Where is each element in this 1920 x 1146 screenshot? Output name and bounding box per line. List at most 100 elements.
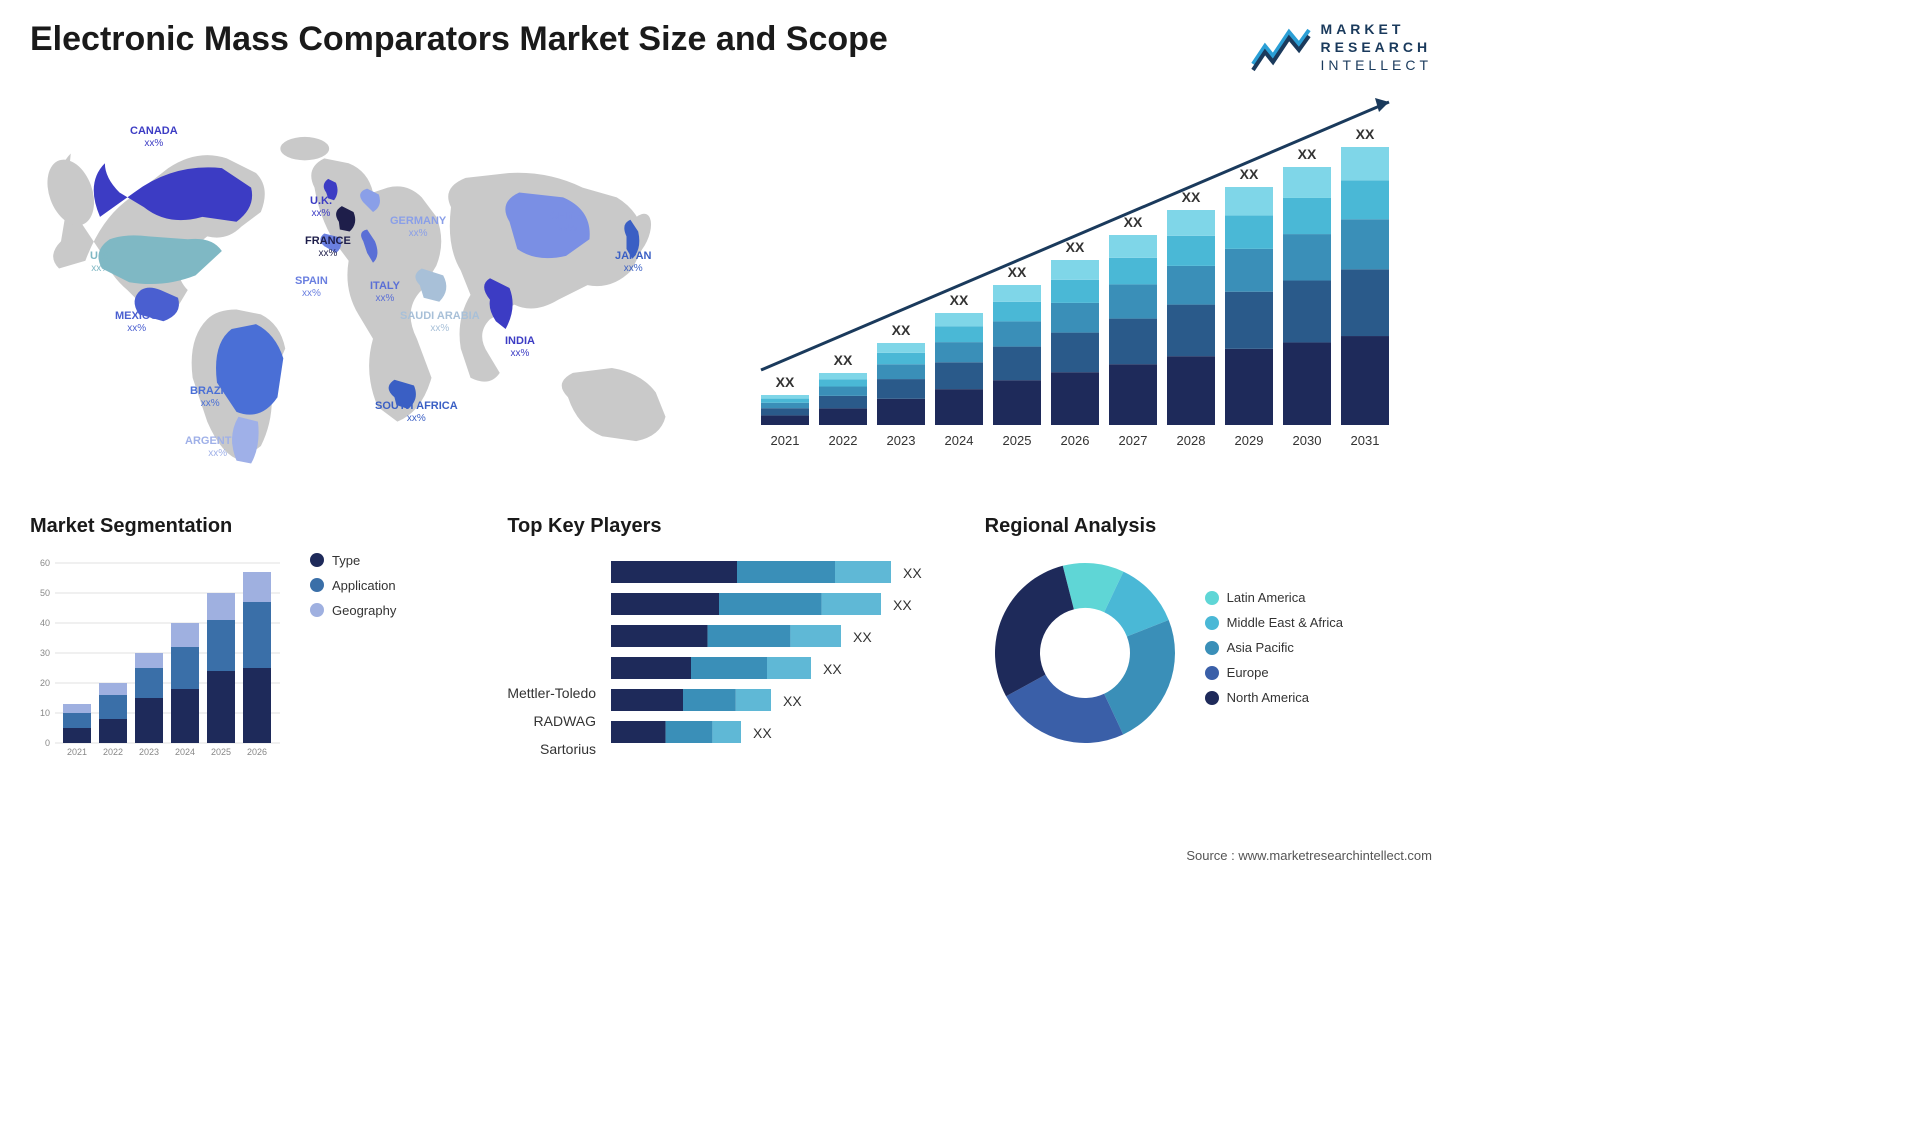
segmentation-legend: Type Application Geography: [310, 553, 396, 763]
svg-text:XX: XX: [823, 661, 842, 677]
legend-item: Application: [310, 578, 396, 593]
logo-icon: [1251, 22, 1311, 72]
bottom-row: Market Segmentation 01020304050602021202…: [30, 515, 1432, 763]
header: Electronic Mass Comparators Market Size …: [30, 20, 1432, 75]
svg-text:XX: XX: [1356, 126, 1375, 142]
svg-text:2022: 2022: [103, 747, 123, 757]
legend-label: Geography: [332, 603, 396, 618]
regional-section: Regional Analysis Latin America Middle Ea…: [985, 515, 1432, 763]
map-label: MEXICOxx%: [115, 310, 158, 335]
map-label: SOUTH AFRICAxx%: [375, 400, 458, 425]
legend-label: North America: [1227, 690, 1309, 705]
legend-swatch: [1205, 641, 1219, 655]
svg-text:2022: 2022: [829, 433, 858, 448]
svg-text:2028: 2028: [1177, 433, 1206, 448]
legend-item: North America: [1205, 690, 1343, 705]
map-label: ARGENTINAxx%: [185, 435, 250, 460]
map-label: SPAINxx%: [295, 275, 328, 300]
svg-text:2029: 2029: [1235, 433, 1264, 448]
svg-text:2026: 2026: [1061, 433, 1090, 448]
svg-text:XX: XX: [1124, 214, 1143, 230]
legend-swatch: [310, 578, 324, 592]
svg-text:60: 60: [40, 558, 50, 568]
players-title: Top Key Players: [507, 515, 954, 538]
svg-text:XX: XX: [892, 322, 911, 338]
logo-text: MARKET RESEARCH INTELLECT: [1321, 20, 1432, 75]
players-labels: Mettler-ToledoRADWAGSartorius: [507, 679, 596, 763]
svg-text:XX: XX: [753, 725, 772, 741]
svg-text:XX: XX: [1240, 166, 1259, 182]
map-label: U.K.xx%: [310, 195, 332, 220]
legend-label: Latin America: [1227, 590, 1306, 605]
svg-text:2024: 2024: [175, 747, 195, 757]
svg-text:XX: XX: [1298, 146, 1317, 162]
svg-text:2023: 2023: [887, 433, 916, 448]
svg-text:2026: 2026: [247, 747, 267, 757]
svg-text:2025: 2025: [1003, 433, 1032, 448]
svg-text:2023: 2023: [139, 747, 159, 757]
growth-chart: XX 2021 XX 2022 XX 2023 XX 2024 XX 2025 XX 2026 XX 20…: [746, 95, 1406, 465]
svg-text:XX: XX: [1008, 264, 1027, 280]
page-title: Electronic Mass Comparators Market Size …: [30, 20, 888, 59]
segmentation-title: Market Segmentation: [30, 515, 477, 538]
svg-text:2027: 2027: [1119, 433, 1148, 448]
legend-label: Asia Pacific: [1227, 640, 1294, 655]
svg-text:XX: XX: [776, 374, 795, 390]
svg-text:2021: 2021: [67, 747, 87, 757]
legend-label: Middle East & Africa: [1227, 615, 1343, 630]
players-chart: XX XX XX XX XX XX: [611, 553, 951, 763]
player-label: Sartorius: [507, 735, 596, 763]
svg-text:50: 50: [40, 588, 50, 598]
legend-item: Type: [310, 553, 396, 568]
svg-text:XX: XX: [834, 352, 853, 368]
legend-item: Middle East & Africa: [1205, 615, 1343, 630]
regional-legend: Latin America Middle East & Africa Asia Pa…: [1205, 590, 1343, 715]
legend-swatch: [310, 603, 324, 617]
source-text: Source : www.marketresearchintellect.com: [1186, 848, 1432, 863]
legend-label: Application: [332, 578, 396, 593]
legend-item: Asia Pacific: [1205, 640, 1343, 655]
world-map-section: CANADAxx% U.S.xx% MEXICOxx% BRAZILxx% ARGENT…: [30, 95, 716, 485]
legend-swatch: [310, 553, 324, 567]
map-label: SAUDI ARABIAxx%: [400, 310, 480, 335]
regional-title: Regional Analysis: [985, 515, 1432, 538]
svg-text:40: 40: [40, 618, 50, 628]
legend-swatch: [1205, 616, 1219, 630]
legend-label: Europe: [1227, 665, 1269, 680]
legend-swatch: [1205, 691, 1219, 705]
map-label: JAPANxx%: [615, 250, 651, 275]
player-label: Mettler-Toledo: [507, 679, 596, 707]
svg-text:0: 0: [45, 738, 50, 748]
svg-text:2031: 2031: [1351, 433, 1380, 448]
svg-text:XX: XX: [903, 565, 922, 581]
svg-text:20: 20: [40, 678, 50, 688]
regional-donut: [985, 553, 1185, 753]
map-label: CANADAxx%: [130, 125, 178, 150]
legend-swatch: [1205, 666, 1219, 680]
brand-logo: MARKET RESEARCH INTELLECT: [1251, 20, 1432, 75]
svg-text:XX: XX: [1066, 239, 1085, 255]
legend-item: Geography: [310, 603, 396, 618]
svg-text:2021: 2021: [771, 433, 800, 448]
map-label: BRAZILxx%: [190, 385, 230, 410]
svg-text:XX: XX: [1182, 189, 1201, 205]
map-label: CHINAxx%: [550, 210, 585, 235]
svg-text:2030: 2030: [1293, 433, 1322, 448]
segmentation-chart: 0102030405060202120222023202420252026: [30, 553, 290, 763]
legend-label: Type: [332, 553, 360, 568]
player-label: RADWAG: [507, 707, 596, 735]
legend-item: Europe: [1205, 665, 1343, 680]
svg-text:XX: XX: [893, 597, 912, 613]
svg-text:10: 10: [40, 708, 50, 718]
svg-text:2025: 2025: [211, 747, 231, 757]
legend-item: Latin America: [1205, 590, 1343, 605]
svg-text:2024: 2024: [945, 433, 974, 448]
svg-text:XX: XX: [950, 292, 969, 308]
map-label: GERMANYxx%: [390, 215, 446, 240]
top-row: CANADAxx% U.S.xx% MEXICOxx% BRAZILxx% ARGENT…: [30, 95, 1432, 485]
players-section: Top Key Players Mettler-ToledoRADWAGSart…: [507, 515, 954, 763]
growth-chart-section: XX 2021 XX 2022 XX 2023 XX 2024 XX 2025 XX 2026 XX 20…: [746, 95, 1432, 485]
map-label: U.S.xx%: [90, 250, 111, 275]
svg-text:XX: XX: [783, 693, 802, 709]
svg-text:XX: XX: [853, 629, 872, 645]
